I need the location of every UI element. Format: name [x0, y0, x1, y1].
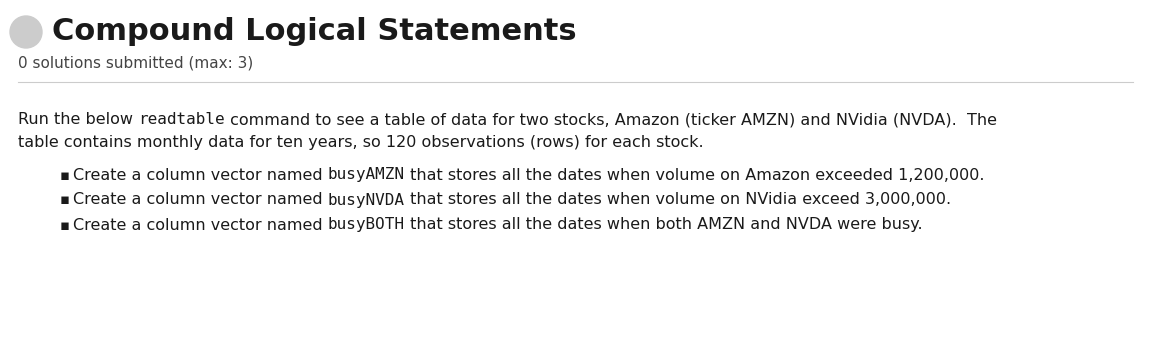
- Text: readtable: readtable: [138, 112, 224, 127]
- Text: Compound Logical Statements: Compound Logical Statements: [52, 18, 577, 47]
- Text: busyAMZN: busyAMZN: [328, 168, 405, 183]
- Text: that stores all the dates when both AMZN and NVDA were busy.: that stores all the dates when both AMZN…: [405, 218, 922, 232]
- Text: that stores all the dates when volume on Amazon exceeded 1,200,000.: that stores all the dates when volume on…: [405, 168, 984, 183]
- Text: busyBOTH: busyBOTH: [328, 218, 405, 232]
- Text: Create a column vector named: Create a column vector named: [73, 168, 328, 183]
- Text: ▪: ▪: [60, 168, 70, 183]
- Text: ▪: ▪: [60, 193, 70, 208]
- Text: Create a column vector named: Create a column vector named: [73, 218, 328, 232]
- Text: that stores all the dates when volume on NVidia exceed 3,000,000.: that stores all the dates when volume on…: [405, 193, 951, 208]
- Text: busyNVDA: busyNVDA: [328, 193, 405, 208]
- Text: ▪: ▪: [60, 218, 70, 232]
- Circle shape: [10, 16, 41, 48]
- Text: command to see a table of data for two stocks, Amazon (ticker AMZN) and NVidia (: command to see a table of data for two s…: [224, 112, 997, 127]
- Text: Run the below: Run the below: [18, 112, 138, 127]
- Text: Create a column vector named: Create a column vector named: [73, 193, 328, 208]
- Text: 0 solutions submitted (max: 3): 0 solutions submitted (max: 3): [18, 55, 253, 71]
- Text: table contains monthly data for ten years, so 120 observations (rows) for each s: table contains monthly data for ten year…: [18, 135, 703, 150]
